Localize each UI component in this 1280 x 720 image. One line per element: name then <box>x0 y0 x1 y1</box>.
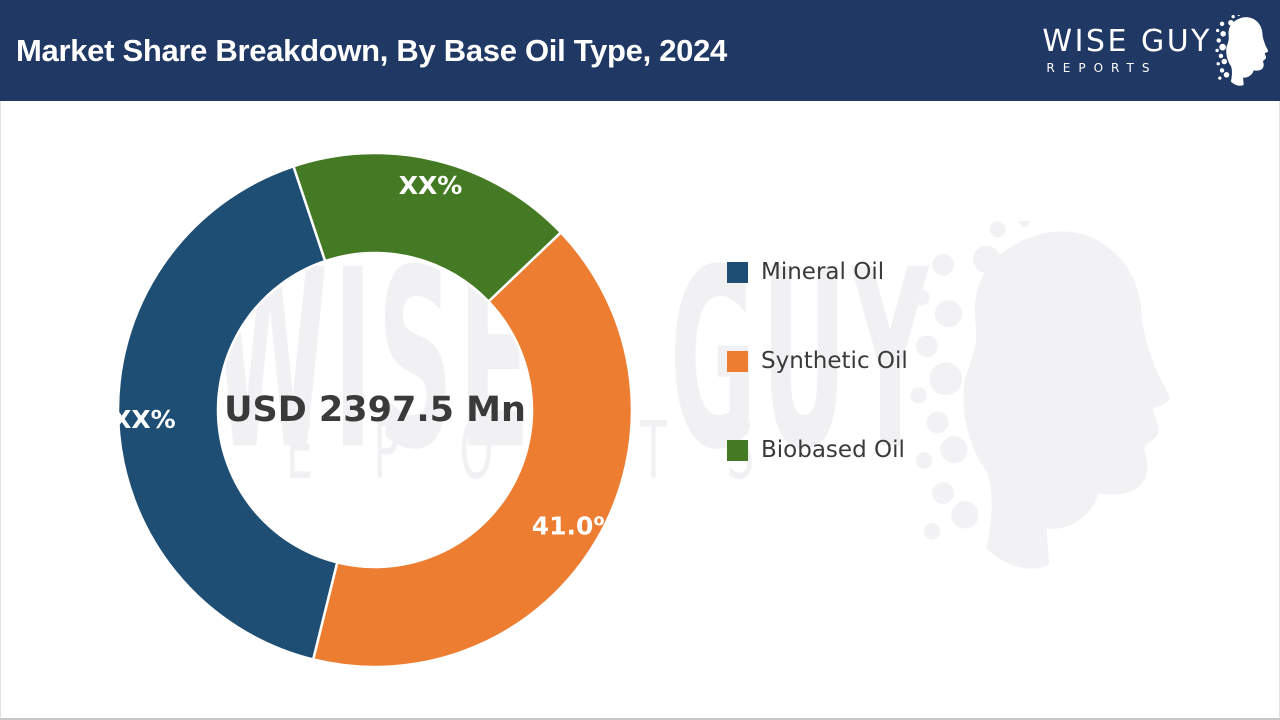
slice-label-synthetic-oil: 41.0% <box>532 512 619 541</box>
logo-text: WISE GUY REPORTS <box>1042 23 1212 75</box>
watermark-head-icon <box>910 221 1170 569</box>
header-bar: Market Share Breakdown, By Base Oil Type… <box>0 0 1280 101</box>
watermark-subtitle: REPORTS <box>196 404 815 497</box>
donut-chart: XX% 41.0% XX% USD 2397.5 Mn <box>112 151 634 669</box>
logo-subtitle: REPORTS <box>1046 60 1158 75</box>
legend-label-biobased-oil: Biobased Oil <box>761 437 905 463</box>
donut-slice-synthetic-oil <box>312 231 634 669</box>
donut-slice-biobased-oil <box>292 151 563 303</box>
bottom-divider <box>0 718 1280 720</box>
legend-label-synthetic-oil: Synthetic Oil <box>761 348 908 374</box>
chart-area: WISE GUY REPORTS XX% 41.0% XX% USD 2397.5 M… <box>0 101 1280 720</box>
legend-swatch-mineral-oil <box>727 261 748 283</box>
donut-slice-mineral-oil <box>116 165 339 661</box>
legend-label-mineral-oil: Mineral Oil <box>761 259 885 285</box>
slice-label-biobased-oil: XX% <box>399 171 463 200</box>
logo-wordmark: WISE GUY <box>1042 23 1212 59</box>
legend-item-biobased-oil: Biobased Oil <box>727 437 908 463</box>
chart-legend: Mineral Oil Synthetic Oil Biobased Oil <box>727 259 908 463</box>
legend-swatch-biobased-oil <box>727 439 748 461</box>
legend-item-mineral-oil: Mineral Oil <box>727 259 908 285</box>
legend-item-synthetic-oil: Synthetic Oil <box>727 348 908 374</box>
legend-swatch-synthetic-oil <box>727 350 748 372</box>
page-title: Market Share Breakdown, By Base Oil Type… <box>16 32 727 68</box>
brand-logo: WISE GUY REPORTS <box>1042 14 1270 87</box>
slice-label-mineral-oil: XX% <box>112 405 176 434</box>
chart-center-value: USD 2397.5 Mn <box>224 390 526 430</box>
logo-head-icon <box>1215 14 1269 86</box>
